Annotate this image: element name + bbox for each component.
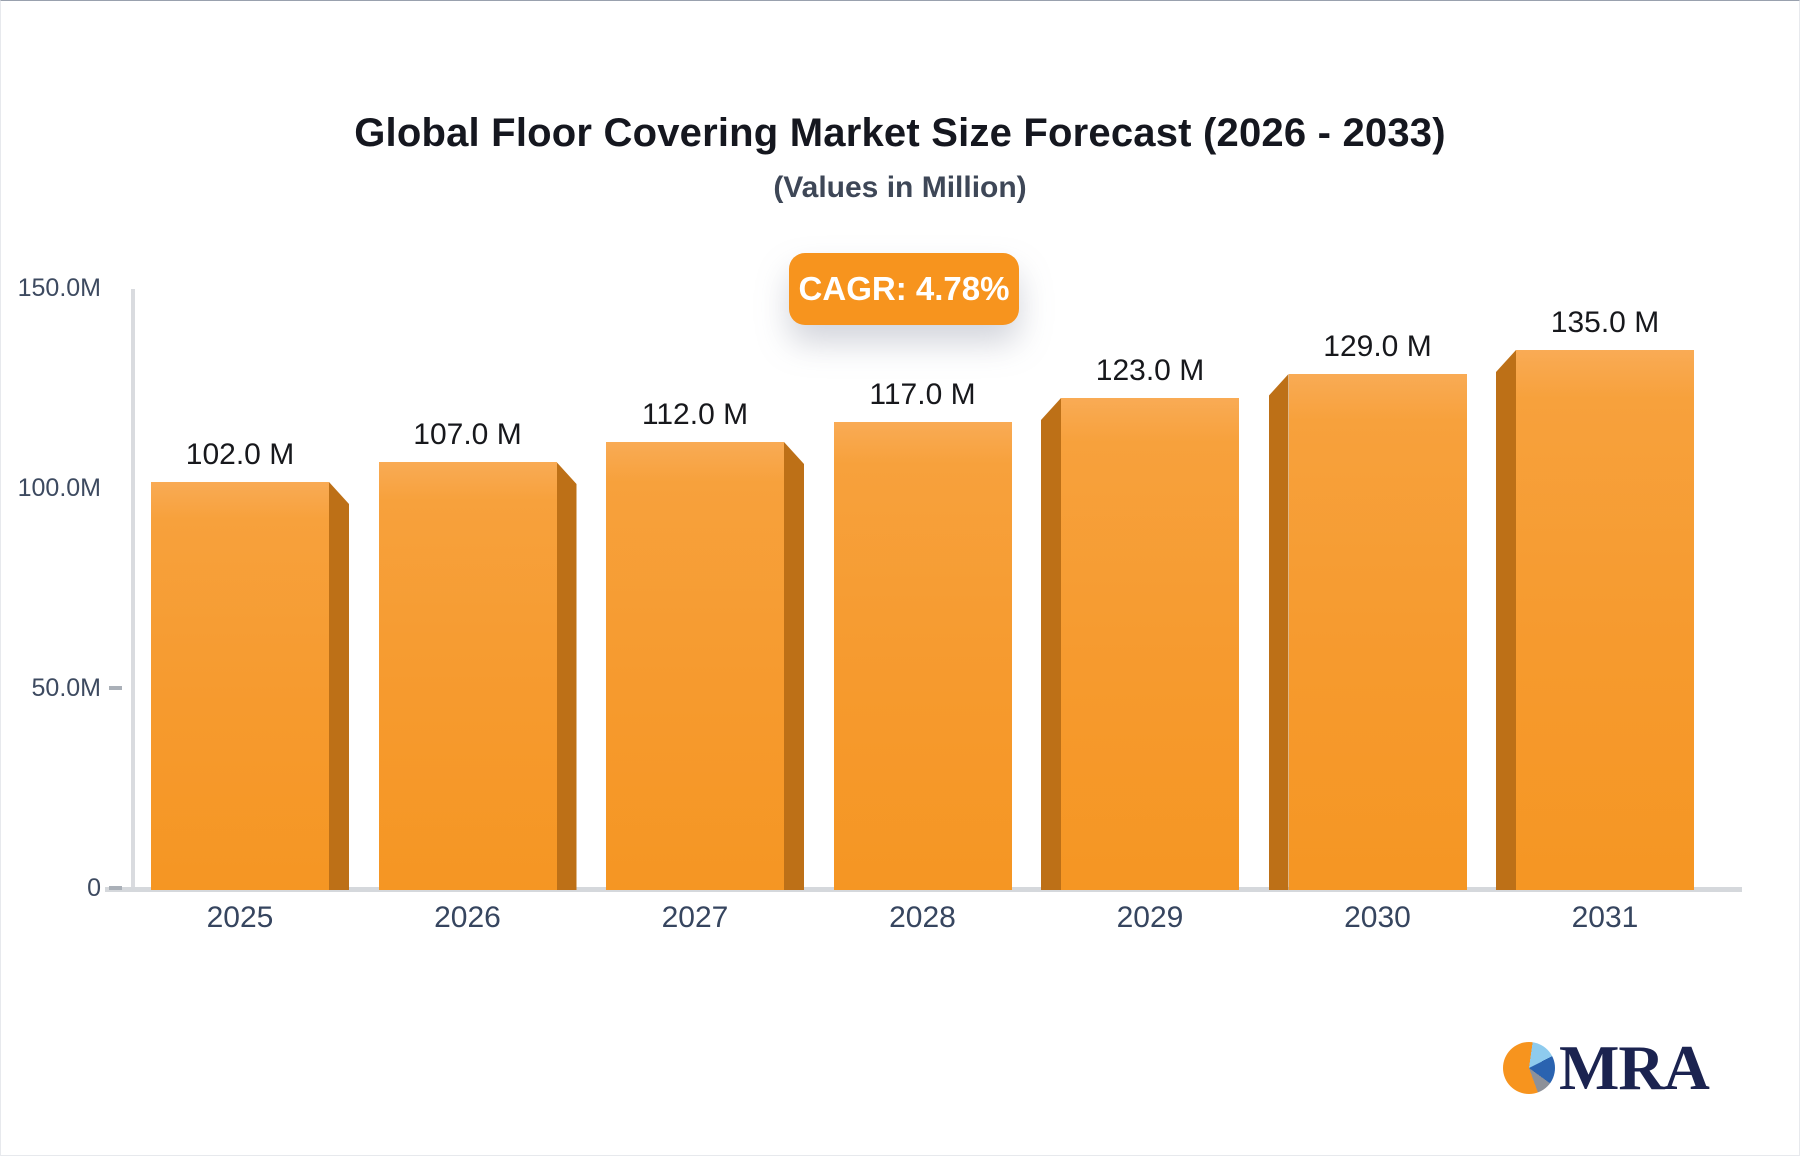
bar-value-label: 129.0 M <box>1323 330 1432 363</box>
bar-value-label: 112.0 M <box>641 398 749 431</box>
y-tick-label: 0 <box>87 874 101 902</box>
logo: MRA <box>1503 1032 1710 1103</box>
bar-value-label: 135.0 M <box>1550 306 1660 339</box>
bar-value-label: 117.0 M <box>869 378 976 411</box>
bar <box>606 442 784 890</box>
y-tick-mark <box>109 686 122 690</box>
bar-value-label: 107.0 M <box>413 418 522 451</box>
y-tick-label: 100.0M <box>17 474 101 502</box>
bar <box>378 462 557 890</box>
chart-title: Global Floor Covering Market Size Foreca… <box>354 111 1446 155</box>
x-tick-label: 2031 <box>1571 901 1639 934</box>
y-tick-mark <box>109 886 122 890</box>
pie-chart-icon <box>1503 1042 1555 1094</box>
bar <box>151 482 329 890</box>
cagr-badge: CAGR: 4.78% <box>789 253 1019 325</box>
bar-side-face <box>1041 398 1061 890</box>
chart-subtitle: (Values in Million) <box>773 171 1027 204</box>
bar <box>1061 398 1239 890</box>
logo-text: MRA <box>1559 1032 1710 1103</box>
bar-side-face <box>1496 350 1516 890</box>
x-tick-label: 2026 <box>434 901 501 934</box>
bar-side-face <box>329 482 349 890</box>
bar-value-label: 102.0 M <box>185 438 295 471</box>
x-tick-label: 2029 <box>1116 901 1184 934</box>
bar <box>1288 374 1467 890</box>
bar-side-face <box>784 442 804 890</box>
bar-value-label: 123.0 M <box>1095 354 1205 387</box>
x-tick-label: 2030 <box>1344 901 1411 934</box>
y-tick-label: 50.0M <box>31 674 101 702</box>
y-axis-line <box>131 289 135 890</box>
x-tick-label: 2027 <box>661 901 729 934</box>
x-tick-label: 2025 <box>206 901 274 934</box>
bar <box>833 422 1012 890</box>
x-tick-label: 2028 <box>889 901 956 934</box>
bar <box>1516 350 1694 890</box>
bar-side-face <box>556 462 577 890</box>
bar-side-face <box>1268 374 1289 890</box>
y-tick-label: 150.0M <box>17 274 101 302</box>
